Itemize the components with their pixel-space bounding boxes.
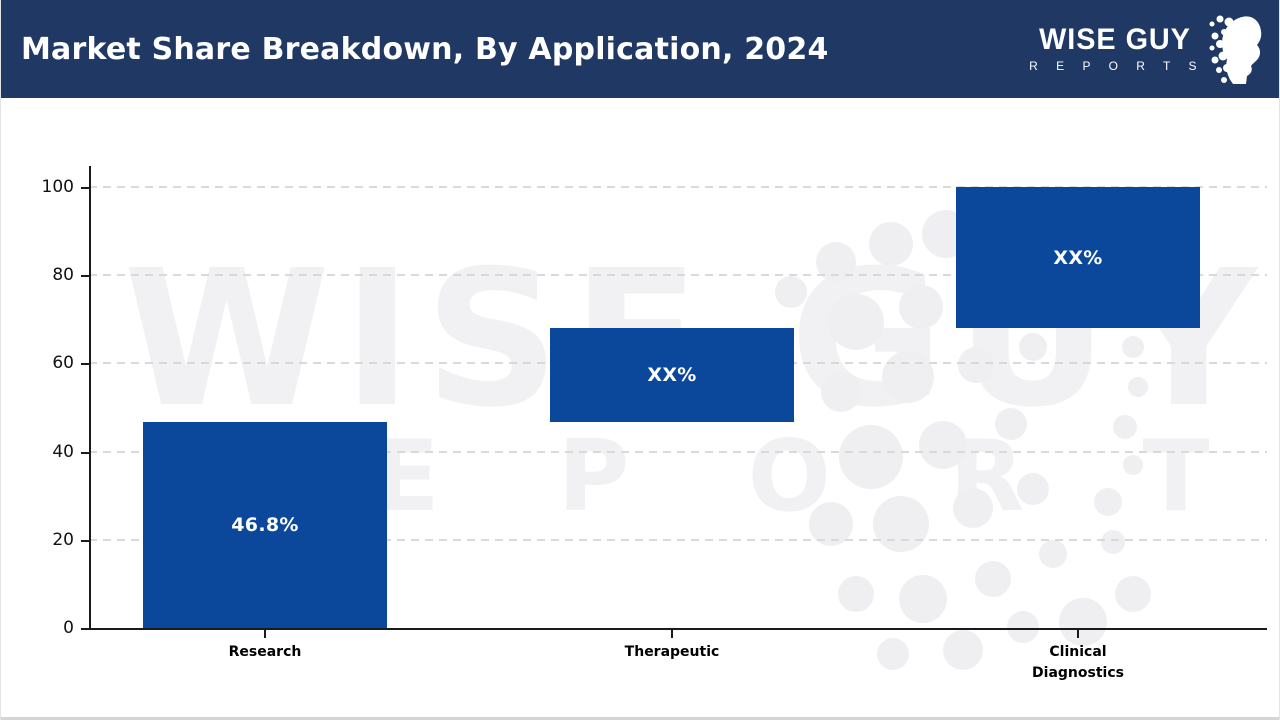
- y-axis-tick: [81, 451, 89, 454]
- bar: XX%: [550, 328, 794, 422]
- y-axis-tick: [81, 628, 89, 630]
- bar-value-label: XX%: [647, 363, 697, 386]
- y-tick-label: 40: [52, 441, 74, 462]
- y-tick-label: 20: [52, 529, 74, 550]
- y-axis-tick: [81, 363, 89, 366]
- x-tick-label: Research: [228, 644, 302, 660]
- y-axis-tick: [81, 539, 89, 542]
- logo-subtitle: R E P O R T S: [1029, 59, 1204, 73]
- bar-value-label: XX%: [1053, 246, 1103, 269]
- y-tick-label: 100: [41, 177, 74, 197]
- gridline: [89, 538, 1267, 541]
- plot-area: 0 20 40 60 80 100 46.8% Research XX% Therapeutic X…: [1, 98, 1279, 717]
- header: Market Share Breakdown, By Application, …: [1, 0, 1279, 98]
- x-axis-tick: [1077, 630, 1079, 638]
- y-axis-tick: [81, 187, 89, 189]
- gridline: [89, 186, 1267, 188]
- gridline: [89, 274, 1267, 277]
- bar-value-label: 46.8%: [231, 513, 299, 536]
- gridline: [89, 450, 1267, 453]
- logo-wordmark: WISE GUY: [1038, 23, 1191, 56]
- bar: XX%: [956, 187, 1200, 329]
- x-axis-tick: [264, 630, 266, 638]
- x-axis-line: [89, 628, 1267, 630]
- x-axis-tick: [671, 630, 673, 638]
- y-tick-label: 80: [52, 265, 74, 286]
- bar: 46.8%: [143, 421, 387, 628]
- x-tick-label: Clinical Diagnostics: [1032, 644, 1124, 681]
- x-tick-label: Therapeutic: [624, 644, 720, 660]
- wise-guy-logo: WISE GUY R E P O R T S: [1025, 12, 1265, 86]
- logo-head-icon: [1209, 15, 1262, 84]
- y-tick-label: 0: [63, 618, 74, 638]
- logo-text: WISE GUY R E P O R T S: [1025, 23, 1204, 74]
- y-axis-tick: [81, 275, 89, 278]
- page-title: Market Share Breakdown, By Application, …: [21, 31, 829, 67]
- y-tick-label: 60: [52, 353, 74, 374]
- y-axis-line: [89, 166, 91, 630]
